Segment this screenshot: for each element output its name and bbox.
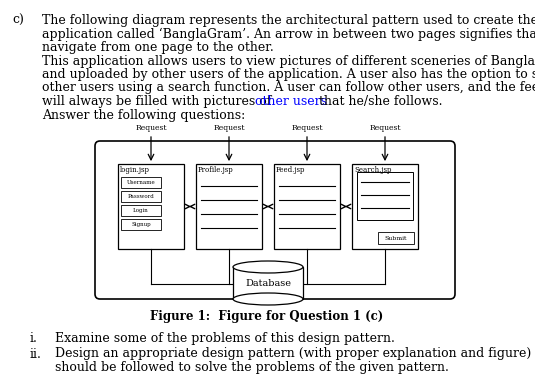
Bar [121,205,161,216]
Text: Examine some of the problems of this design pattern.: Examine some of the problems of this des… [55,332,395,345]
Bar [121,191,161,202]
Text: Profile.jsp: Profile.jsp [198,166,234,174]
Bar [118,164,184,249]
Bar [274,164,340,249]
Text: and uploaded by other users of the application. A user also has the option to se: and uploaded by other users of the appli… [42,68,535,81]
Text: c): c) [12,14,24,27]
Text: Request: Request [213,124,244,132]
Bar [357,172,413,220]
Text: should be followed to solve the problems of the given pattern.: should be followed to solve the problems… [55,361,449,374]
Text: This application allows users to view pictures of different sceneries of Banglad: This application allows users to view pi… [42,54,535,68]
Text: ii.: ii. [30,348,42,360]
Text: application called ‘BanglaGram’. An arrow in between two pages signifies that a : application called ‘BanglaGram’. An arro… [42,27,535,41]
Text: Database: Database [245,279,291,288]
Text: Signup: Signup [131,222,151,227]
Text: Username: Username [127,180,155,185]
Text: i.: i. [30,332,38,345]
Text: Request: Request [135,124,167,132]
Ellipse shape [233,293,303,305]
Bar [352,164,418,249]
Text: Design an appropriate design pattern (with proper explanation and figure) that: Design an appropriate design pattern (wi… [55,348,535,360]
Text: Search.jsp: Search.jsp [354,166,392,174]
Text: login.jsp: login.jsp [120,166,150,174]
Bar [378,232,414,244]
Text: Password: Password [128,194,155,199]
Text: Login: Login [133,208,149,213]
Text: other users: other users [255,95,327,108]
FancyBboxPatch shape [95,141,455,299]
Ellipse shape [233,261,303,273]
Text: Feed.jsp: Feed.jsp [276,166,305,174]
Text: Request: Request [291,124,323,132]
Bar [121,219,161,230]
Text: Submit: Submit [385,236,407,240]
Bar [233,267,303,299]
Text: will always be filled with pictures of: will always be filled with pictures of [42,95,276,108]
Text: Answer the following questions:: Answer the following questions: [42,108,245,122]
Bar [196,164,262,249]
Text: that he/she follows.: that he/she follows. [315,95,442,108]
Bar [121,177,161,188]
Text: The following diagram represents the architectural pattern used to create the fa: The following diagram represents the arc… [42,14,535,27]
Text: navigate from one page to the other.: navigate from one page to the other. [42,41,274,54]
Text: other users using a search function. A user can follow other users, and the feed: other users using a search function. A u… [42,81,535,94]
Text: Request: Request [369,124,401,132]
Text: Figure 1:  Figure for Question 1 (c): Figure 1: Figure for Question 1 (c) [150,310,384,323]
